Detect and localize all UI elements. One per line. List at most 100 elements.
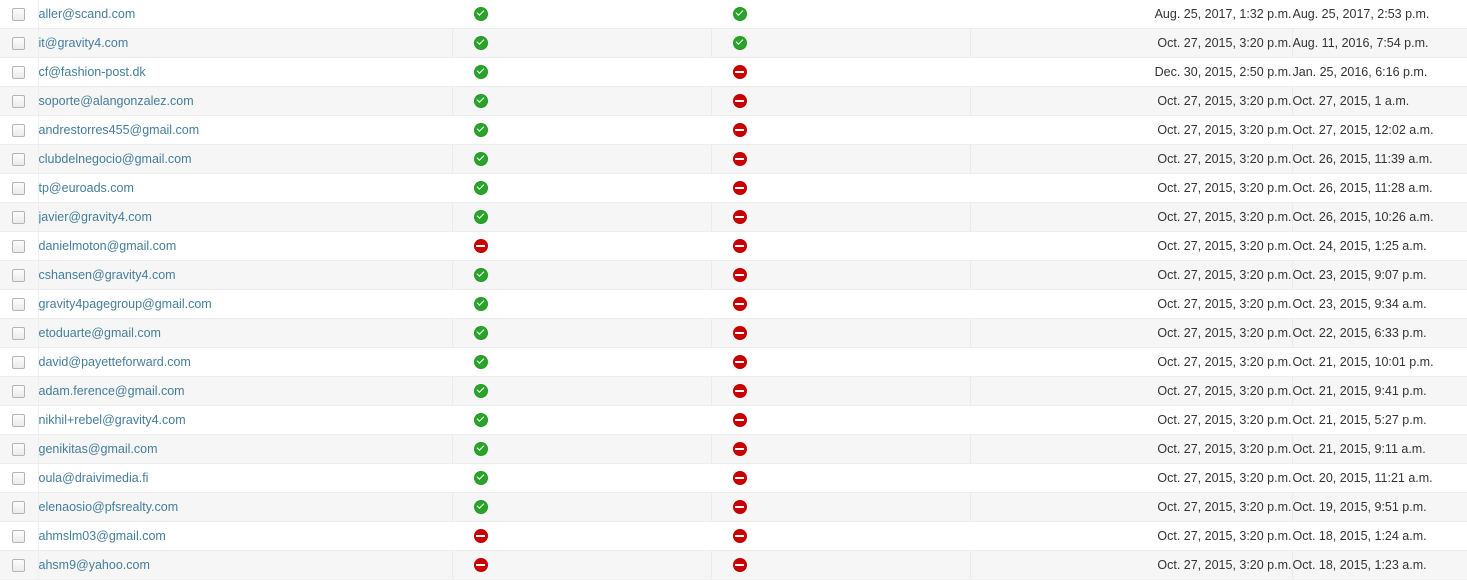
- row-select-checkbox[interactable]: [12, 94, 26, 108]
- table-row[interactable]: aller@scand.com Aug. 25, 2017, 1:32 p.m. A…: [0, 0, 1467, 29]
- row-select-checkbox[interactable]: [12, 384, 26, 398]
- table-row[interactable]: genikitas@gmail.com Oct. 27, 2015, 3:20 p…: [0, 434, 1467, 464]
- email-link[interactable]: adam.ference@gmail.com: [38, 384, 185, 398]
- row-select-checkbox[interactable]: [12, 529, 26, 543]
- table-row[interactable]: david@payetteforward.com Oct. 27, 2015, 3…: [0, 347, 1467, 377]
- flag1-cell: [451, 86, 711, 116]
- date2-cell: Oct. 20, 2015, 11:21 a.m.: [1292, 463, 1467, 493]
- email-link[interactable]: ahmslm03@gmail.com: [38, 529, 166, 543]
- table-row[interactable]: cshansen@gravity4.com Oct. 27, 2015, 3:20…: [0, 260, 1467, 290]
- email-link[interactable]: aller@scand.com: [38, 7, 136, 21]
- row-select-checkbox[interactable]: [12, 558, 26, 572]
- flag1-cell: [451, 434, 711, 464]
- date1-cell: Oct. 27, 2015, 3:20 p.m.: [970, 347, 1292, 377]
- flag2-cell: [711, 347, 970, 377]
- flag2-cell: [710, 144, 970, 174]
- row-select-checkbox[interactable]: [12, 65, 26, 79]
- email-link[interactable]: etoduarte@gmail.com: [38, 326, 161, 340]
- deny-circle-icon: [732, 297, 747, 311]
- email-link[interactable]: it@gravity4.com: [38, 36, 129, 50]
- table-row[interactable]: javier@gravity4.com Oct. 27, 2015, 3:20 p…: [0, 202, 1467, 232]
- check-circle-icon: [473, 471, 488, 485]
- email-link[interactable]: clubdelnegocio@gmail.com: [38, 152, 192, 166]
- row-select-cell[interactable]: [0, 376, 39, 406]
- date1-cell: Oct. 27, 2015, 3:20 p.m.: [969, 492, 1292, 522]
- row-select-checkbox[interactable]: [12, 442, 26, 456]
- email-link[interactable]: tp@euroads.com: [38, 181, 134, 195]
- email-link[interactable]: oula@draivimedia.fi: [38, 471, 149, 485]
- row-select-checkbox[interactable]: [12, 181, 26, 195]
- table-row[interactable]: adam.ference@gmail.com Oct. 27, 2015, 3:2…: [0, 376, 1467, 406]
- row-select-cell[interactable]: [0, 347, 39, 377]
- table-row[interactable]: ahsm9@yahoo.com Oct. 27, 2015, 3:20 p.m. O…: [0, 550, 1467, 580]
- row-select-cell[interactable]: [0, 463, 39, 493]
- row-select-checkbox[interactable]: [12, 355, 26, 369]
- row-select-cell[interactable]: [0, 492, 39, 522]
- table-row[interactable]: etoduarte@gmail.com Oct. 27, 2015, 3:20 p…: [0, 318, 1467, 348]
- table-row[interactable]: elenaosio@pfsrealty.com Oct. 27, 2015, 3:…: [0, 492, 1467, 522]
- flag1-cell: [451, 144, 711, 174]
- row-select-cell[interactable]: [0, 173, 39, 203]
- row-select-cell[interactable]: [0, 260, 39, 290]
- deny-circle-icon: [732, 442, 747, 456]
- email-link[interactable]: genikitas@gmail.com: [38, 442, 158, 456]
- table-row[interactable]: gravity4pagegroup@gmail.com Oct. 27, 2015…: [0, 289, 1467, 319]
- row-select-cell[interactable]: [0, 434, 39, 464]
- email-link[interactable]: soporte@alangonzalez.com: [38, 94, 194, 108]
- row-select-checkbox[interactable]: [12, 239, 26, 253]
- email-link[interactable]: cf@fashion-post.dk: [38, 65, 146, 79]
- row-select-checkbox[interactable]: [12, 7, 26, 21]
- row-select-cell[interactable]: [0, 28, 39, 58]
- date2-cell: Oct. 23, 2015, 9:07 p.m.: [1291, 260, 1467, 290]
- flag1-cell: [452, 463, 711, 493]
- row-select-checkbox[interactable]: [12, 471, 26, 485]
- row-select-cell[interactable]: [0, 521, 39, 551]
- row-select-cell[interactable]: [0, 86, 39, 116]
- row-select-checkbox[interactable]: [12, 268, 26, 282]
- table-row[interactable]: soporte@alangonzalez.com Oct. 27, 2015, 3…: [0, 86, 1467, 116]
- row-select-checkbox[interactable]: [12, 36, 26, 50]
- email-link[interactable]: ahsm9@yahoo.com: [38, 558, 150, 572]
- email-link[interactable]: cshansen@gravity4.com: [38, 268, 176, 282]
- email-link[interactable]: gravity4pagegroup@gmail.com: [38, 297, 212, 311]
- row-select-checkbox[interactable]: [12, 297, 26, 311]
- email-link[interactable]: andrestorres455@gmail.com: [38, 123, 200, 137]
- table-row[interactable]: andrestorres455@gmail.com Oct. 27, 2015, …: [0, 115, 1467, 145]
- row-select-cell[interactable]: [0, 550, 39, 580]
- flag2-cell: [710, 434, 970, 464]
- row-select-checkbox[interactable]: [12, 123, 26, 137]
- deny-circle-icon: [732, 384, 747, 398]
- table-row[interactable]: ahmslm03@gmail.com Oct. 27, 2015, 3:20 p.…: [0, 521, 1467, 551]
- row-select-checkbox[interactable]: [12, 413, 26, 427]
- row-select-checkbox[interactable]: [12, 326, 26, 340]
- row-select-checkbox[interactable]: [12, 152, 26, 166]
- row-select-cell[interactable]: [0, 115, 39, 145]
- row-select-cell[interactable]: [0, 57, 39, 87]
- row-select-cell[interactable]: [0, 144, 39, 174]
- table-row[interactable]: clubdelnegocio@gmail.com Oct. 27, 2015, 3…: [0, 144, 1467, 174]
- email-cell: andrestorres455@gmail.com: [38, 115, 452, 145]
- email-link[interactable]: david@payetteforward.com: [38, 355, 191, 369]
- table-row[interactable]: cf@fashion-post.dk Dec. 30, 2015, 2:50 p.…: [0, 57, 1467, 87]
- table-row[interactable]: nikhil+rebel@gravity4.com Oct. 27, 2015, …: [0, 405, 1467, 435]
- row-select-cell[interactable]: [0, 231, 39, 261]
- deny-circle-icon: [732, 326, 747, 340]
- table-row[interactable]: danielmoton@gmail.com Oct. 27, 2015, 3:20…: [0, 231, 1467, 261]
- email-link[interactable]: javier@gravity4.com: [38, 210, 152, 224]
- row-select-checkbox[interactable]: [12, 500, 26, 514]
- row-select-checkbox[interactable]: [12, 210, 26, 224]
- email-link[interactable]: danielmoton@gmail.com: [38, 239, 177, 253]
- date1-cell: Oct. 27, 2015, 3:20 p.m.: [969, 376, 1292, 406]
- row-select-cell[interactable]: [0, 289, 39, 319]
- row-select-cell[interactable]: [0, 202, 39, 232]
- flag2-cell: [711, 115, 970, 145]
- row-select-cell[interactable]: [0, 318, 39, 348]
- email-link[interactable]: elenaosio@pfsrealty.com: [38, 500, 179, 514]
- email-link[interactable]: nikhil+rebel@gravity4.com: [38, 413, 186, 427]
- table-row[interactable]: tp@euroads.com Oct. 27, 2015, 3:20 p.m. Oc…: [0, 173, 1467, 203]
- table-row[interactable]: it@gravity4.com Oct. 27, 2015, 3:20 p.m. A…: [0, 28, 1467, 58]
- row-select-cell[interactable]: [0, 0, 39, 29]
- row-select-cell[interactable]: [0, 405, 39, 435]
- deny-circle-icon: [732, 471, 747, 485]
- table-row[interactable]: oula@draivimedia.fi Oct. 27, 2015, 3:20 p…: [0, 463, 1467, 493]
